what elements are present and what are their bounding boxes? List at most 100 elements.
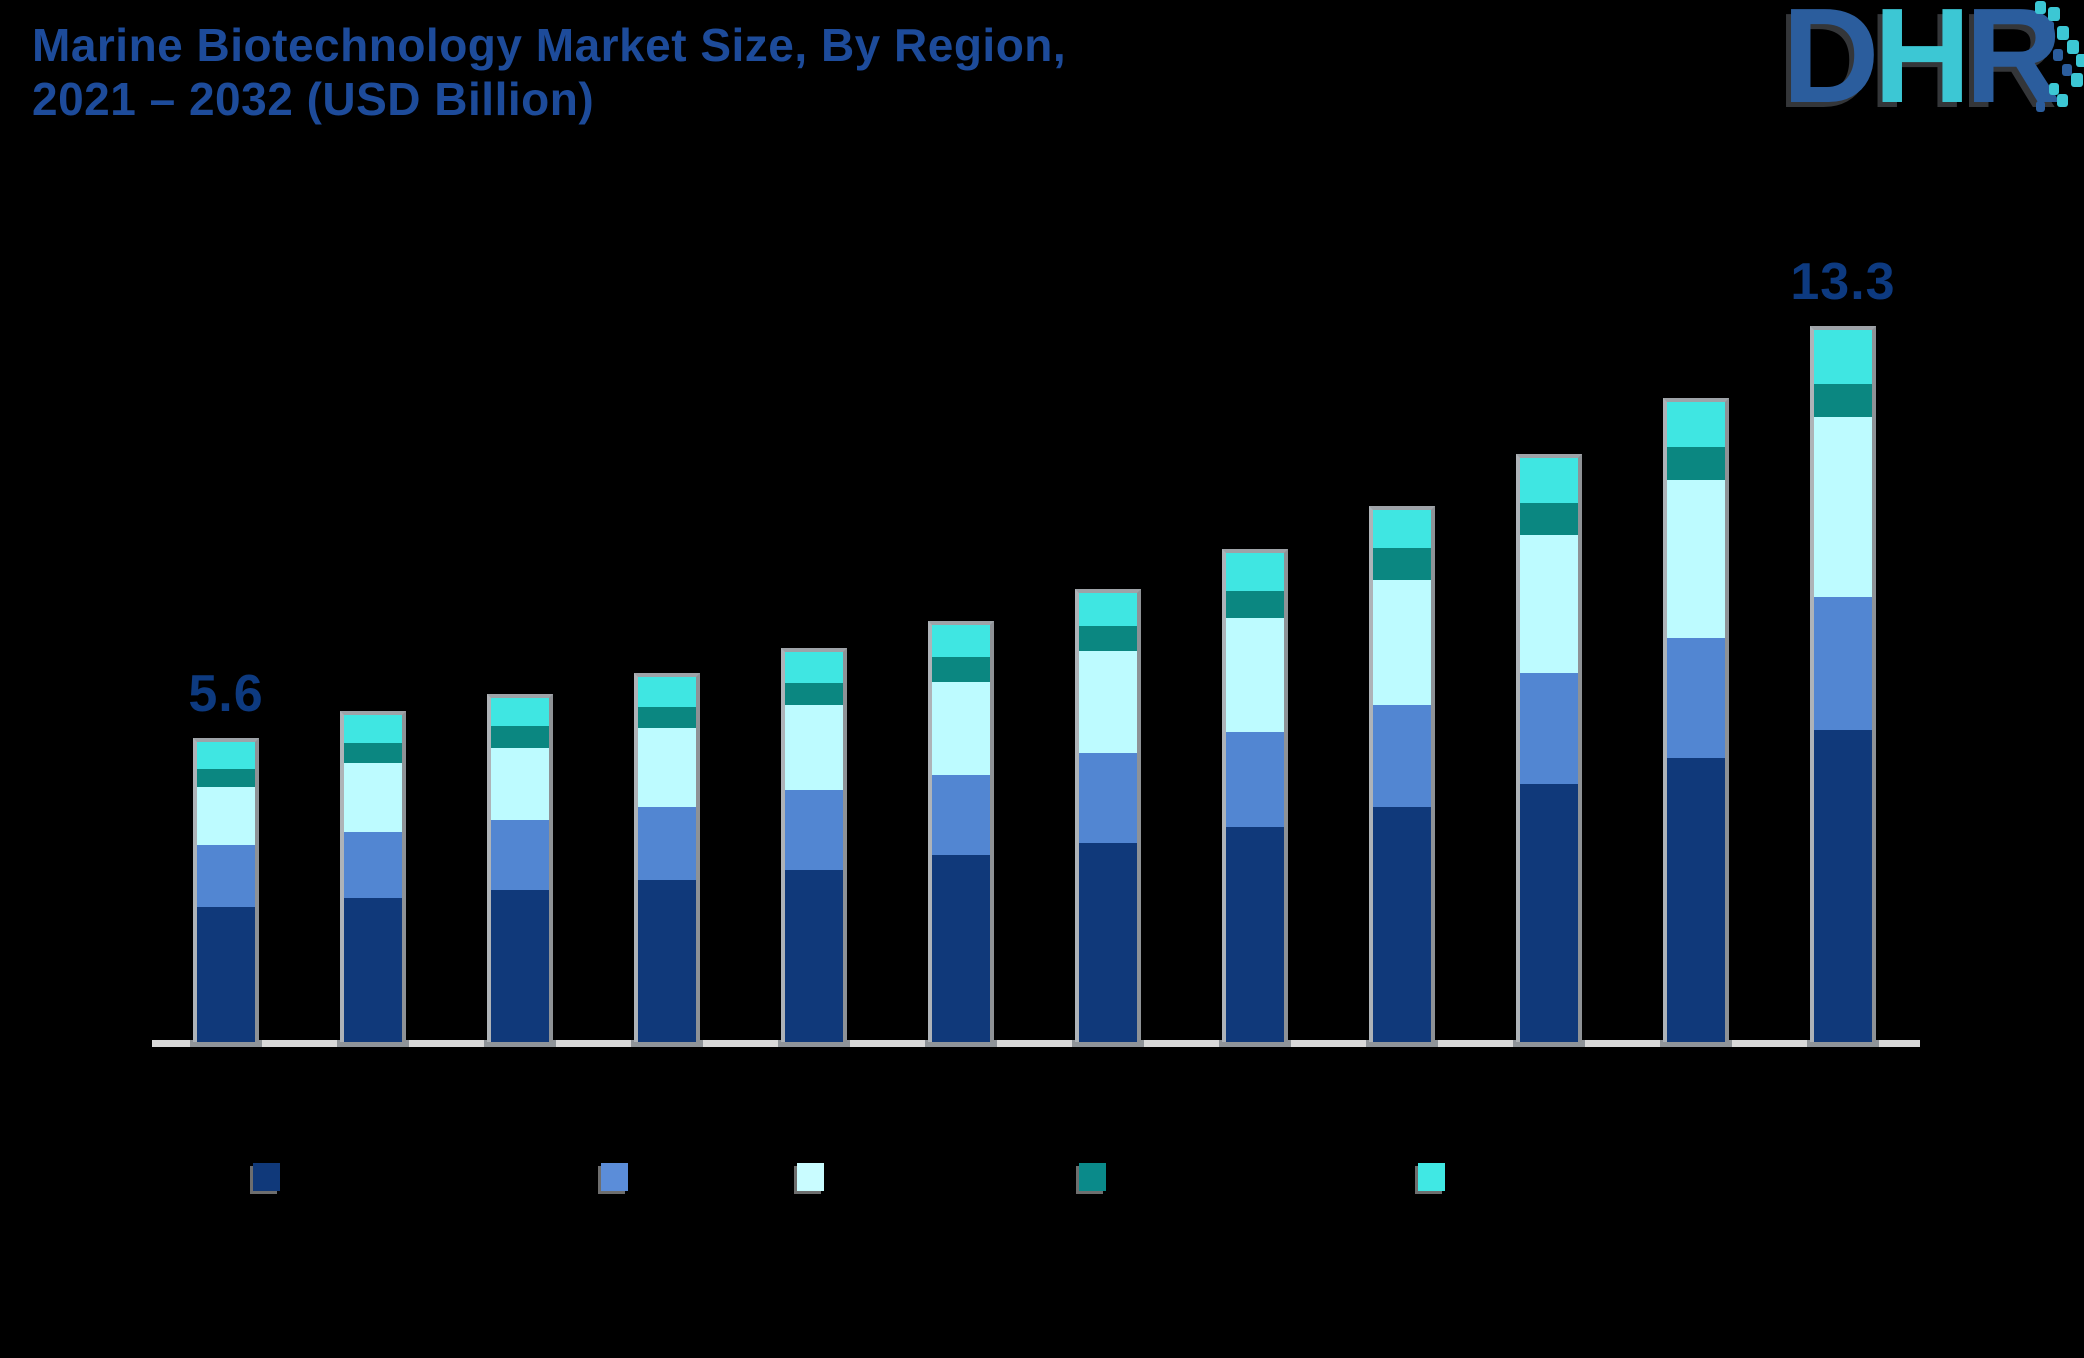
bar-2027 <box>1075 589 1141 1042</box>
logo-letter-h: H <box>1873 0 1971 131</box>
logo-dot-blue <box>2053 49 2063 61</box>
bar-segment-series-1 <box>638 880 696 1042</box>
bar-segment-series-4 <box>785 683 843 705</box>
bar-segment-series-3 <box>638 728 696 807</box>
bar-segment-series-4 <box>638 707 696 728</box>
bar-segment-series-3 <box>197 787 255 845</box>
axis-shadow-under-bar <box>1807 1040 1879 1047</box>
logo-dot-blue <box>2044 21 2054 33</box>
bar-value-label-2032: 13.3 <box>1790 253 1896 311</box>
bar-segment-series-5 <box>1226 553 1284 591</box>
logo-letter-r: R <box>1965 0 2062 131</box>
axis-shadow-under-bar <box>1513 1040 1585 1047</box>
bar-segment-series-2 <box>1079 753 1137 843</box>
axis-shadow-under-bar <box>190 1040 262 1047</box>
bar-segment-series-2 <box>932 775 990 855</box>
bar-segment-series-5 <box>1667 402 1725 447</box>
bar-segment-series-4 <box>491 726 549 748</box>
bar-2032 <box>1810 326 1876 1042</box>
title-line-1: Marine Biotechnology Market Size, By Reg… <box>32 19 1067 71</box>
bar-segment-series-1 <box>197 907 255 1042</box>
bar-segment-series-2 <box>638 807 696 880</box>
bar-2031 <box>1663 398 1729 1042</box>
bar-segment-series-4 <box>1520 503 1578 535</box>
bar-segment-series-3 <box>344 763 402 832</box>
axis-shadow-under-bar <box>484 1040 556 1047</box>
logo-dot-blue <box>2031 16 2040 27</box>
bar-segment-series-5 <box>1814 330 1872 384</box>
bar-segment-series-2 <box>785 790 843 870</box>
bar-value-label-2021: 5.6 <box>188 665 264 723</box>
dhr-logo: DHR <box>1782 0 2082 138</box>
bar-segment-series-1 <box>491 890 549 1042</box>
axis-shadow-under-bar <box>1219 1040 1291 1047</box>
bar-segment-series-1 <box>1667 758 1725 1042</box>
bar-segment-series-4 <box>197 769 255 787</box>
bar-segment-series-3 <box>1373 580 1431 705</box>
bar-segment-series-5 <box>638 677 696 707</box>
logo-dot-blue <box>2036 101 2045 112</box>
bar-segment-series-5 <box>1373 510 1431 548</box>
bar-segment-series-3 <box>785 705 843 790</box>
bar-segment-series-1 <box>1373 807 1431 1042</box>
bar-segment-series-2 <box>1814 597 1872 730</box>
bar-segment-series-1 <box>1079 843 1137 1042</box>
logo-dot-blue <box>2027 72 2036 83</box>
logo-dot-teal <box>2049 83 2059 95</box>
bar-segment-series-5 <box>932 625 990 657</box>
bar-segment-series-2 <box>1373 705 1431 807</box>
bar-2021 <box>193 738 259 1042</box>
legend-swatch-1 <box>253 1163 280 1191</box>
bar-2025 <box>781 648 847 1042</box>
bar-segment-series-3 <box>491 748 549 820</box>
bar-2022 <box>340 711 406 1042</box>
axis-shadow-under-bar <box>1366 1040 1438 1047</box>
bar-segment-series-1 <box>1520 784 1578 1042</box>
logo-dot-blue <box>2062 64 2072 76</box>
logo-dot-blue <box>2039 85 2047 95</box>
bar-segment-series-1 <box>1814 730 1872 1042</box>
bar-segment-series-2 <box>1667 638 1725 758</box>
axis-shadow-under-bar <box>1660 1040 1732 1047</box>
legend-swatch-2 <box>601 1163 628 1191</box>
bar-segment-series-3 <box>932 682 990 775</box>
bar-segment-series-4 <box>1079 626 1137 651</box>
legend-swatch-5 <box>1418 1163 1445 1191</box>
bar-2030 <box>1516 454 1582 1042</box>
bar-segment-series-4 <box>1373 548 1431 580</box>
legend-swatch-3 <box>797 1163 824 1191</box>
bar-segment-series-2 <box>1226 732 1284 827</box>
bar-segment-series-2 <box>1520 673 1578 784</box>
axis-shadow-under-bar <box>925 1040 997 1047</box>
bar-2026 <box>928 621 994 1042</box>
bar-2024 <box>634 673 700 1042</box>
bar-2028 <box>1222 549 1288 1042</box>
bar-segment-series-4 <box>1667 447 1725 480</box>
bar-segment-series-1 <box>932 855 990 1042</box>
bar-segment-series-1 <box>344 898 402 1042</box>
title-line-2: 2021 – 2032 (USD Billion) <box>32 73 595 125</box>
bar-segment-series-1 <box>785 870 843 1042</box>
logo-dot-teal <box>2057 26 2069 40</box>
logo-dot-teal <box>2071 73 2083 87</box>
legend-swatch-4 <box>1079 1163 1106 1191</box>
bar-segment-series-4 <box>344 743 402 763</box>
bar-segment-series-4 <box>932 657 990 682</box>
dhr-logo-text: DHR <box>1782 0 2082 123</box>
axis-shadow-under-bar <box>1072 1040 1144 1047</box>
bar-2029 <box>1369 506 1435 1042</box>
bar-segment-series-3 <box>1814 417 1872 597</box>
bar-segment-series-3 <box>1079 651 1137 753</box>
bar-segment-series-3 <box>1226 618 1284 732</box>
logo-dot-teal <box>2076 54 2084 67</box>
bar-segment-series-2 <box>491 820 549 890</box>
bar-segment-series-4 <box>1814 384 1872 417</box>
logo-dot-teal <box>2067 40 2079 54</box>
axis-shadow-under-bar <box>631 1040 703 1047</box>
logo-dot-teal <box>2035 1 2046 14</box>
bar-segment-series-3 <box>1667 480 1725 638</box>
bar-segment-series-2 <box>344 832 402 898</box>
bar-segment-series-5 <box>785 652 843 683</box>
bar-segment-series-5 <box>1520 458 1578 503</box>
